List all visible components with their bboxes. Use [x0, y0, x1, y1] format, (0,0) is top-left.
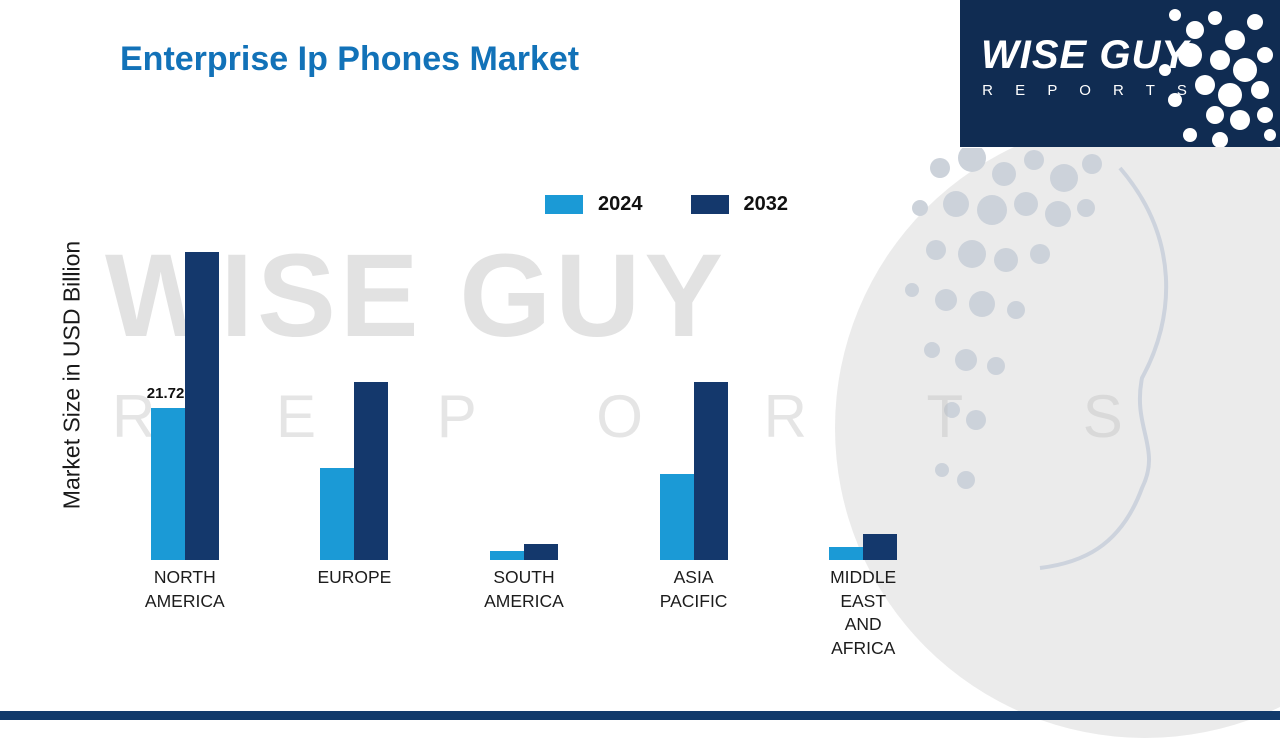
- legend-label: 2024: [598, 193, 643, 215]
- category-label: MIDDLE EAST AND AFRICA: [830, 567, 897, 658]
- page-title: Enterprise Ip Phones Market: [120, 40, 580, 78]
- bar-group: MIDDLE EAST AND AFRICA: [778, 239, 948, 661]
- legend-item-2024: 2024: [545, 193, 643, 216]
- bar-2032: [693, 382, 728, 560]
- face-profile-line: [1039, 166, 1169, 570]
- legend-swatch: [690, 195, 729, 214]
- bar-group: SOUTH AMERICA: [439, 239, 609, 661]
- bar-pair: 21.72: [147, 239, 219, 560]
- bar-value-label: 21.72: [146, 385, 185, 403]
- bar-2032: [523, 544, 558, 560]
- watermark-subtitle: R E P O R T S: [112, 383, 1175, 450]
- bar-groups: 21.72 NORTH AMERICA EUROPE SOUTH AMERICA ASI…: [100, 239, 948, 661]
- logo-dots-decoration: [1159, 9, 1276, 147]
- bar-2032: [184, 252, 219, 560]
- category-label: NORTH AMERICA: [144, 567, 225, 611]
- bar-2032: [863, 534, 898, 560]
- category-label: EUROPE: [317, 567, 392, 587]
- category-label: SOUTH AMERICA: [484, 567, 564, 611]
- legend: 2024 2032: [545, 193, 788, 216]
- bar-2024: 21.72: [147, 385, 185, 560]
- logo-subtitle: R E P O R T S: [982, 82, 1196, 99]
- dots-head-decoration: [905, 148, 1169, 570]
- legend-item-2032: 2032: [690, 193, 789, 216]
- logo-block: WISE GUY R E P O R T S: [960, 0, 1280, 147]
- bar-group: ASIA PACIFIC: [609, 239, 779, 661]
- bar-pair: [489, 239, 558, 560]
- bottom-accent-bar: [0, 711, 1280, 720]
- bar-2024: [829, 546, 864, 560]
- logo-wordmark: WISE GUY: [980, 33, 1190, 77]
- legend-label: 2032: [743, 193, 789, 215]
- bar-2024: [320, 467, 355, 560]
- legend-swatch: [545, 195, 583, 214]
- bar-2024: [659, 473, 694, 560]
- category-label: ASIA PACIFIC: [659, 567, 728, 611]
- y-axis-label: Market Size in USD Billion: [58, 240, 85, 510]
- bar-2024: [489, 550, 524, 560]
- bar-chart: 21.72 NORTH AMERICA EUROPE SOUTH AMERICA ASI…: [100, 239, 948, 661]
- bar-pair: [829, 239, 898, 560]
- bar-group: 21.72 NORTH AMERICA: [100, 239, 270, 661]
- bar-group: EUROPE: [270, 239, 440, 661]
- bar-pair: [320, 239, 389, 560]
- logo: WISE GUY R E P O R T S: [960, 34, 1210, 99]
- bar-2032: [354, 382, 389, 560]
- bar-pair: [659, 239, 728, 560]
